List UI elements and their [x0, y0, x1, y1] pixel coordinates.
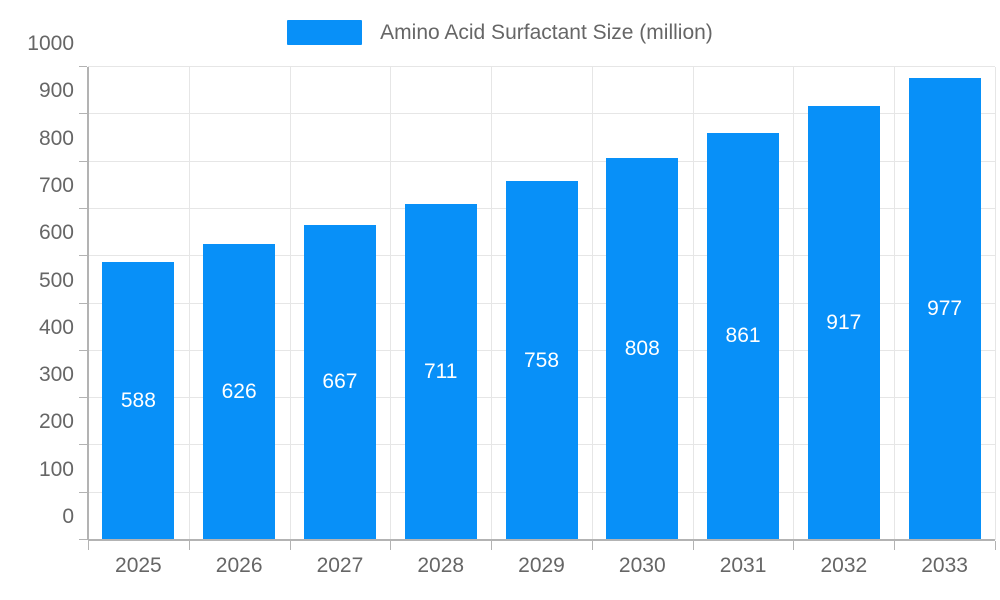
v-gridline-9: [995, 67, 996, 540]
x-tick-label-2028: 2028: [417, 554, 465, 577]
bar-2025[interactable]: 588: [102, 261, 175, 540]
bar-2027[interactable]: 667: [303, 224, 376, 540]
y-tick-label-900: 900: [38, 79, 74, 103]
bar-value-label-2032: 917: [826, 311, 862, 335]
bar-value-label-2025: 588: [120, 388, 156, 412]
x-tick-6: [692, 541, 694, 550]
plot-area: 588 626 667 711 758 808 861 917 977 0 100 200 300 40…: [27, 32, 996, 577]
x-tick-label-2029: 2029: [518, 554, 565, 577]
y-tick-0: [79, 539, 87, 540]
x-tick-label-2026: 2026: [215, 554, 263, 577]
y-tick-300: [79, 397, 87, 399]
bar-2031[interactable]: 861: [707, 132, 780, 540]
y-tick-700: [79, 207, 87, 209]
bar-value-label-2031: 861: [725, 324, 761, 348]
y-tick-label-1000: 1000: [27, 32, 74, 55]
v-gridline-1: [188, 67, 190, 540]
x-tick-label-2025: 2025: [115, 554, 162, 577]
x-tick-5: [591, 541, 593, 550]
bar-value-label-2028: 711: [423, 359, 458, 383]
v-gridline-7: [793, 67, 795, 540]
x-tick-4: [491, 541, 493, 550]
x-tick-2: [289, 541, 291, 550]
v-gridline-4: [491, 67, 493, 540]
y-tick-label-800: 800: [38, 126, 74, 150]
y-tick-label-700: 700: [38, 173, 74, 197]
y-axis-line: [87, 67, 89, 540]
y-tick-600: [79, 255, 87, 257]
x-tick-1: [188, 541, 190, 550]
x-tick-8: [894, 541, 896, 550]
y-tick-label-400: 400: [38, 315, 74, 339]
x-axis-line: [88, 539, 995, 541]
x-tick-label-2033: 2033: [921, 554, 968, 577]
bar-value-label-2030: 808: [624, 336, 660, 360]
y-tick-400: [79, 349, 87, 351]
y-tick-800: [79, 160, 87, 162]
bar-2033[interactable]: 977: [908, 77, 981, 540]
x-tick-9: [995, 541, 996, 550]
legend[interactable]: Amino Acid Surfactant Size (million): [0, 20, 1000, 45]
y-tick-900: [79, 113, 87, 115]
bar-2029[interactable]: 758: [505, 181, 578, 540]
y-tick-label-300: 300: [38, 363, 74, 387]
bar-2026[interactable]: 626: [203, 243, 276, 540]
h-gridline-1000: [88, 66, 995, 67]
y-tick-200: [79, 444, 87, 446]
bar-value-label-2033: 977: [927, 296, 963, 320]
legend-swatch: [287, 20, 363, 45]
x-tick-3: [390, 541, 392, 550]
bar-2030[interactable]: 808: [606, 157, 679, 540]
v-gridline-5: [591, 67, 593, 540]
x-tick-0: [88, 541, 89, 550]
bar-2028[interactable]: 711: [404, 203, 477, 540]
y-tick-label-200: 200: [38, 410, 74, 434]
y-tick-100: [79, 491, 87, 493]
legend-label: Amino Acid Surfactant Size (million): [380, 20, 713, 44]
y-tick-label-600: 600: [38, 221, 74, 245]
x-tick-label-2027: 2027: [316, 554, 364, 577]
h-gridline-900: [88, 113, 995, 115]
bar-value-label-2029: 758: [523, 348, 560, 372]
v-gridline-2: [289, 67, 291, 540]
x-tick-label-2030: 2030: [618, 554, 666, 577]
y-tick-1000: [79, 66, 87, 67]
y-tick-label-500: 500: [38, 268, 74, 292]
y-tick-label-0: 0: [62, 505, 74, 528]
y-tick-label-100: 100: [38, 457, 74, 481]
x-tick-label-2031: 2031: [719, 554, 767, 577]
x-tick-7: [793, 541, 795, 550]
y-tick-500: [79, 302, 87, 304]
x-tick-label-2032: 2032: [820, 554, 868, 577]
bar-value-label-2027: 667: [322, 370, 358, 394]
h-gridline-800: [88, 160, 995, 162]
v-gridline-3: [390, 67, 392, 540]
v-gridline-8: [894, 67, 896, 540]
bar-value-label-2026: 626: [221, 379, 257, 403]
bar-2032[interactable]: 917: [807, 106, 880, 540]
v-gridline-6: [692, 67, 694, 540]
